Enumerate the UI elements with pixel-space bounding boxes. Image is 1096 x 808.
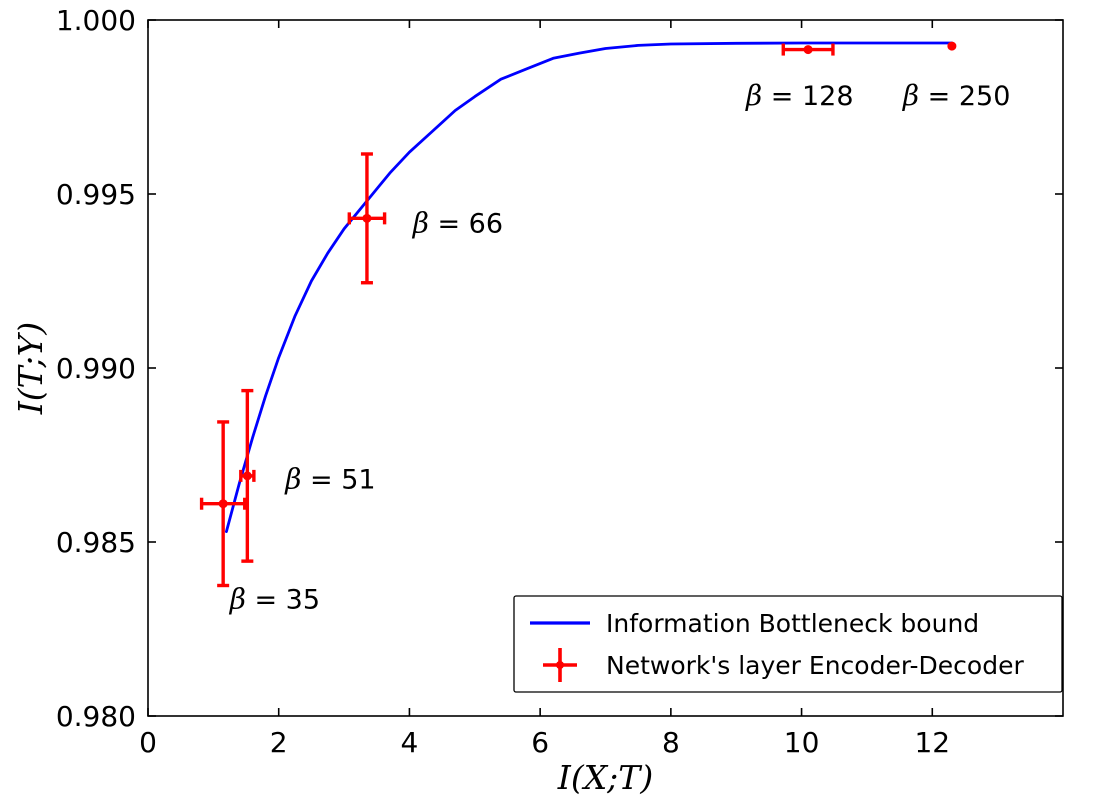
annotation-label: β = 66 xyxy=(412,207,503,240)
x-tick-label: 0 xyxy=(139,726,157,759)
annotation-label: β = 250 xyxy=(902,79,1011,112)
legend: Information Bottleneck bound Network's la… xyxy=(513,595,1063,693)
x-tick-label: 6 xyxy=(531,726,549,759)
x-tick-label: 12 xyxy=(914,726,950,759)
y-tick-label: 0.985 xyxy=(56,526,136,559)
y-tick-label: 1.000 xyxy=(56,4,136,37)
errorbar-point xyxy=(347,152,387,285)
legend-marker-dot xyxy=(556,661,564,669)
x-tick-label: 4 xyxy=(401,726,419,759)
legend-label-bound: Information Bottleneck bound xyxy=(606,609,979,638)
data-point-marker xyxy=(803,45,813,55)
y-axis-label: I(T;Y) xyxy=(11,322,50,416)
errorbar-point xyxy=(199,420,247,588)
annotation-label: β = 128 xyxy=(745,79,854,112)
ib-bound-curve xyxy=(224,41,954,533)
errorbar-point xyxy=(947,41,957,51)
annotation-label: β = 51 xyxy=(284,462,375,495)
y-tick-label: 0.980 xyxy=(56,700,136,733)
legend-label-network: Network's layer Encoder-Decoder xyxy=(606,651,1024,680)
data-point-marker xyxy=(362,213,372,223)
errorbar-point xyxy=(781,43,835,56)
annotation-label: β = 35 xyxy=(229,582,320,615)
x-axis-label: I(X;T) xyxy=(557,758,653,797)
data-point-marker xyxy=(947,41,957,51)
y-tick-label: 0.990 xyxy=(56,352,136,385)
x-tick-label: 10 xyxy=(784,726,820,759)
y-tick-label: 0.995 xyxy=(56,178,136,211)
legend-box xyxy=(513,595,1063,693)
x-tick-label: 8 xyxy=(662,726,680,759)
x-tick-label: 2 xyxy=(270,726,288,759)
errorbar-point xyxy=(239,388,256,563)
data-point-marker xyxy=(218,499,228,509)
data-point-marker xyxy=(242,471,252,481)
